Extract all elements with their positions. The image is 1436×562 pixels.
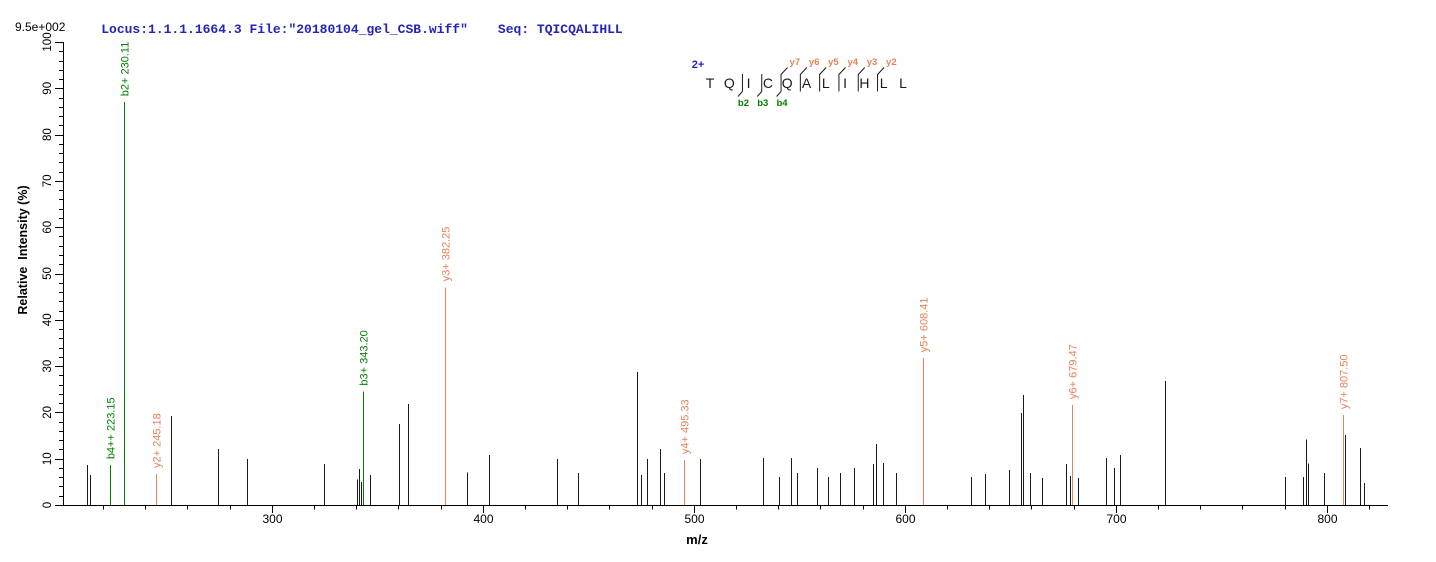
y-tick-label: 60 (42, 221, 54, 234)
y-ion-hook (819, 67, 827, 75)
x-tick-label: 300 (262, 512, 282, 526)
y-tick-label: 90 (42, 82, 54, 95)
b-ion-marker-label: b3 (757, 98, 768, 109)
residue-letter: I (747, 75, 751, 91)
y-ion-marker-label: y5 (828, 57, 839, 68)
y-tick-label: 50 (42, 267, 54, 280)
y-ion-peak-label: y5+ 608.41 (919, 297, 931, 352)
residue-letter: L (899, 75, 907, 91)
y-tick-label: 70 (42, 175, 54, 188)
residue-letter: C (763, 75, 773, 91)
y-ion-hook (877, 67, 885, 75)
y-ion-peak-label: y7+ 807.50 (1339, 354, 1351, 409)
peptide-sequence-text: TQICQALIHLL (536, 22, 623, 37)
x-tick-label: 800 (1317, 512, 1337, 526)
y-ion-marker-label: y4 (847, 57, 858, 68)
spectrum-header: Locus:1.1.1.1664.3 File:"20180104_gel_CS… (70, 7, 623, 52)
b-ion-marker-label: b4 (777, 98, 789, 109)
y-ion-peak-label: y2+ 245.18 (152, 413, 164, 468)
y-ion-peak-label: y4+ 495.33 (680, 399, 692, 454)
y-tick-label: 0 (42, 502, 54, 508)
b-ion-hook (756, 91, 763, 97)
y-ion-hook (857, 67, 866, 75)
residue-letter: A (802, 75, 812, 91)
y-tick-label: 20 (42, 406, 54, 419)
x-axis-title: m/z (686, 532, 708, 547)
x-tick-label: 700 (1106, 512, 1126, 526)
residue-letter: Q (724, 75, 735, 91)
y-ion-marker-label: y7 (790, 57, 801, 68)
y-ion-hook (799, 67, 808, 75)
y-ion-hook (780, 67, 788, 75)
b-ion-peak-label: b2+ 230.11 (120, 42, 132, 97)
y-ion-marker-label: y2 (886, 57, 897, 68)
y-ion-marker-label: y3 (867, 57, 878, 68)
precursor-charge-label: 2+ (692, 59, 705, 71)
residue-letter: Q (782, 75, 793, 91)
y-tick-label: 80 (42, 128, 54, 141)
residue-letter: T (706, 75, 715, 91)
x-tick-label: 500 (684, 512, 704, 526)
y-axis-title: Relative Intensity (%) (16, 185, 30, 314)
residue-letter: L (880, 75, 888, 91)
residue-letter: H (859, 75, 869, 91)
intensity-scale-label: 9.5e+002 (15, 20, 66, 34)
y-ion-marker-label: y6 (809, 57, 820, 68)
y-tick-label: 40 (42, 313, 54, 326)
y-tick-label: 100 (42, 32, 54, 51)
b-ion-marker-label: b2 (738, 98, 749, 109)
x-tick-label: 400 (473, 512, 493, 526)
b-ion-peak-label: b3+ 343.20 (359, 330, 371, 385)
residue-letter: L (822, 75, 830, 91)
x-tick-label: 600 (895, 512, 915, 526)
b-ion-hook (776, 91, 782, 97)
seq-prefix-label: Seq: (497, 22, 537, 37)
residue-letter: I (843, 75, 847, 91)
b-ion-hook (737, 91, 743, 97)
y-ion-peak-label: y3+ 382.25 (441, 227, 453, 282)
y-tick-label: 10 (42, 452, 54, 465)
b-ion-peak-label: b4++ 223.15 (106, 397, 118, 459)
y-tick-label: 30 (42, 360, 54, 373)
y-ion-hook (838, 67, 846, 75)
y-ion-peak-label: y6+ 679.47 (1068, 344, 1080, 399)
locus-file-label: Locus:1.1.1.1664.3 File:"20180104_gel_CS… (101, 22, 468, 37)
